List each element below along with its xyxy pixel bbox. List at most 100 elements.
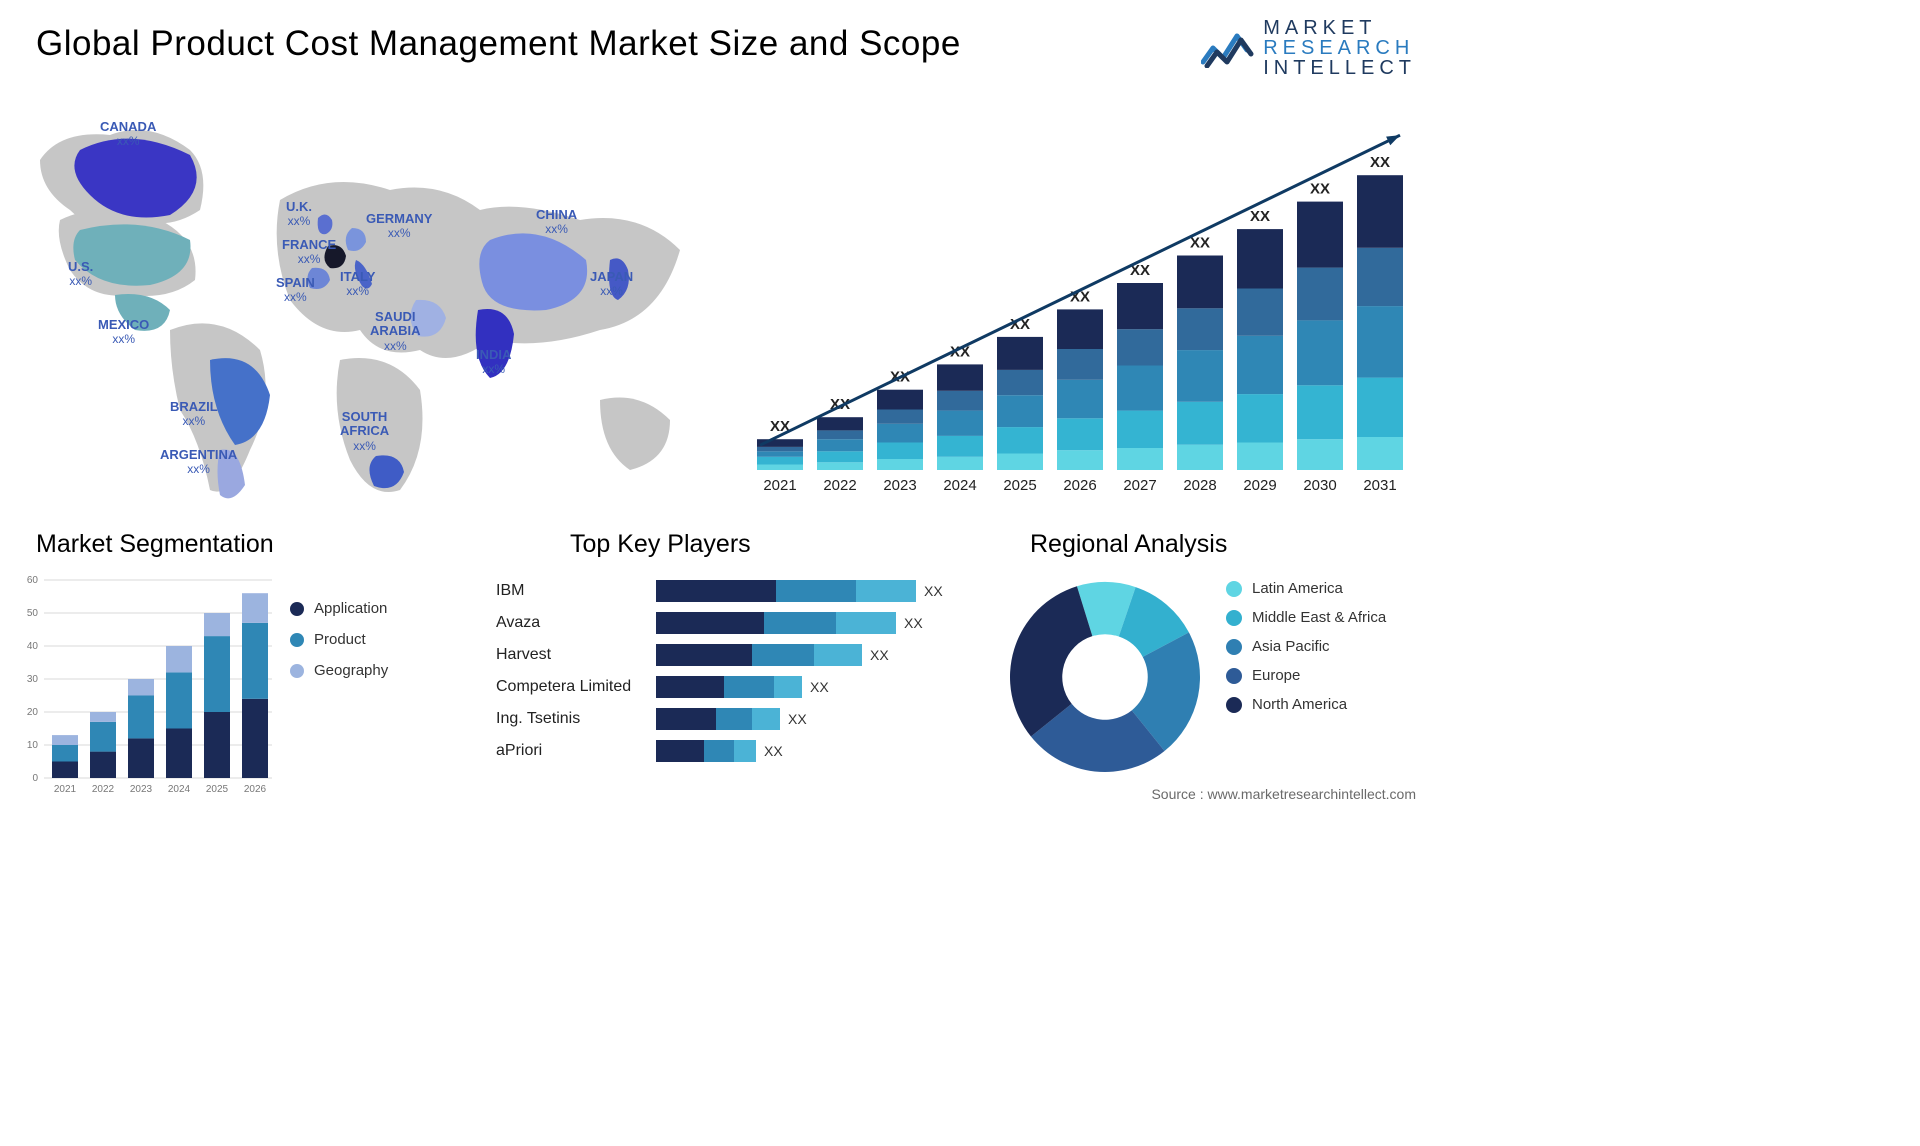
key-player-label: Harvest (496, 646, 656, 664)
brand-logo: MARKET RESEARCH INTELLECT (1201, 18, 1416, 78)
map-label-spain: SPAINxx% (276, 276, 315, 305)
bar-segment (774, 676, 802, 698)
svg-text:2021: 2021 (54, 784, 77, 795)
segmentation-chart: 0102030405060202120222023202420252026 (16, 570, 276, 800)
heading-key-players: Top Key Players (570, 530, 751, 559)
legend-swatch-icon (290, 602, 304, 616)
svg-text:2021: 2021 (763, 477, 796, 494)
source-label: Source : www.marketresearchintellect.com (1151, 786, 1416, 802)
segmentation-legend: ApplicationProductGeography (290, 600, 388, 693)
bar-segment (776, 580, 856, 602)
svg-text:2023: 2023 (130, 784, 153, 795)
key-player-value: XX (764, 743, 783, 759)
key-player-row: Harvest XX (496, 644, 966, 666)
regional-legend-item: Asia Pacific (1226, 638, 1386, 655)
key-player-label: Ing. Tsetinis (496, 710, 656, 728)
svg-text:2026: 2026 (244, 784, 267, 795)
seg-legend-item: Product (290, 631, 388, 648)
legend-label: Europe (1252, 667, 1300, 684)
key-player-bar (656, 676, 802, 698)
svg-text:2028: 2028 (1183, 477, 1216, 494)
bar-segment (656, 580, 776, 602)
legend-swatch-icon (1226, 639, 1242, 655)
bar-segment (656, 708, 716, 730)
key-player-bar (656, 644, 862, 666)
legend-label: Product (314, 631, 366, 648)
svg-text:XX: XX (1310, 181, 1330, 198)
key-players-chart: IBM XX Avaza XX Harvest XX Competera Limited XX… (496, 580, 966, 772)
key-player-label: aPriori (496, 742, 656, 760)
svg-text:2023: 2023 (883, 477, 916, 494)
legend-swatch-icon (290, 664, 304, 678)
key-player-label: Competera Limited (496, 678, 656, 696)
svg-text:40: 40 (27, 641, 39, 652)
map-label-japan: JAPANxx% (590, 270, 633, 299)
map-label-south_africa: SOUTHAFRICAxx% (340, 410, 389, 453)
key-player-row: IBM XX (496, 580, 966, 602)
svg-text:2025: 2025 (206, 784, 229, 795)
legend-label: Asia Pacific (1252, 638, 1330, 655)
map-label-canada: CANADAxx% (100, 120, 156, 149)
bar-segment (734, 740, 756, 762)
key-player-bar (656, 580, 916, 602)
regional-legend: Latin AmericaMiddle East & AfricaAsia Pa… (1226, 580, 1386, 725)
seg-legend-item: Application (290, 600, 388, 617)
map-label-mexico: MEXICOxx% (98, 318, 149, 347)
bar-segment (836, 612, 896, 634)
key-player-bar (656, 612, 896, 634)
map-label-france: FRANCExx% (282, 238, 336, 267)
svg-text:2029: 2029 (1243, 477, 1276, 494)
svg-text:XX: XX (1370, 154, 1390, 171)
map-label-uk: U.K.xx% (286, 200, 312, 229)
bar-segment (704, 740, 734, 762)
key-player-value: XX (924, 583, 943, 599)
bar-segment (656, 740, 704, 762)
svg-text:2024: 2024 (943, 477, 976, 494)
key-player-value: XX (904, 615, 923, 631)
logo-line1: MARKET (1263, 18, 1416, 38)
logo-line2: RESEARCH (1263, 38, 1416, 58)
key-player-value: XX (810, 679, 829, 695)
svg-text:2022: 2022 (92, 784, 115, 795)
legend-label: North America (1252, 696, 1347, 713)
key-player-value: XX (788, 711, 807, 727)
legend-swatch-icon (1226, 697, 1242, 713)
regional-donut (1000, 572, 1210, 782)
svg-text:60: 60 (27, 575, 39, 586)
logo-mark-icon (1201, 28, 1255, 68)
heading-segmentation: Market Segmentation (36, 530, 274, 559)
bar-segment (724, 676, 774, 698)
map-label-italy: ITALYxx% (340, 270, 375, 299)
regional-legend-item: Europe (1226, 667, 1386, 684)
logo-line3: INTELLECT (1263, 58, 1416, 78)
map-label-china: CHINAxx% (536, 208, 577, 237)
svg-text:30: 30 (27, 674, 39, 685)
svg-text:2026: 2026 (1063, 477, 1096, 494)
key-player-row: Avaza XX (496, 612, 966, 634)
svg-text:2025: 2025 (1003, 477, 1036, 494)
svg-text:50: 50 (27, 608, 39, 619)
key-player-label: IBM (496, 582, 656, 600)
map-label-india: INDIAxx% (476, 348, 511, 377)
key-player-value: XX (870, 647, 889, 663)
svg-text:2027: 2027 (1123, 477, 1156, 494)
svg-text:0: 0 (32, 773, 38, 784)
bar-segment (752, 644, 814, 666)
legend-swatch-icon (1226, 668, 1242, 684)
bar-segment (656, 612, 764, 634)
svg-text:2024: 2024 (168, 784, 191, 795)
legend-swatch-icon (1226, 581, 1242, 597)
regional-legend-item: North America (1226, 696, 1386, 713)
legend-label: Middle East & Africa (1252, 609, 1386, 626)
key-player-row: Competera Limited XX (496, 676, 966, 698)
key-player-label: Avaza (496, 614, 656, 632)
regional-legend-item: Middle East & Africa (1226, 609, 1386, 626)
world-map: CANADAxx%U.S.xx%MEXICOxx%BRAZILxx%ARGENT… (20, 100, 700, 520)
bar-segment (716, 708, 752, 730)
key-player-row: aPriori XX (496, 740, 966, 762)
heading-regional: Regional Analysis (1030, 530, 1227, 559)
bar-segment (856, 580, 916, 602)
main-market-chart: XX2021XX2022XX2023XX2024XX2025XX2026XX20… (730, 100, 1410, 500)
svg-text:2022: 2022 (823, 477, 856, 494)
svg-text:2031: 2031 (1363, 477, 1396, 494)
